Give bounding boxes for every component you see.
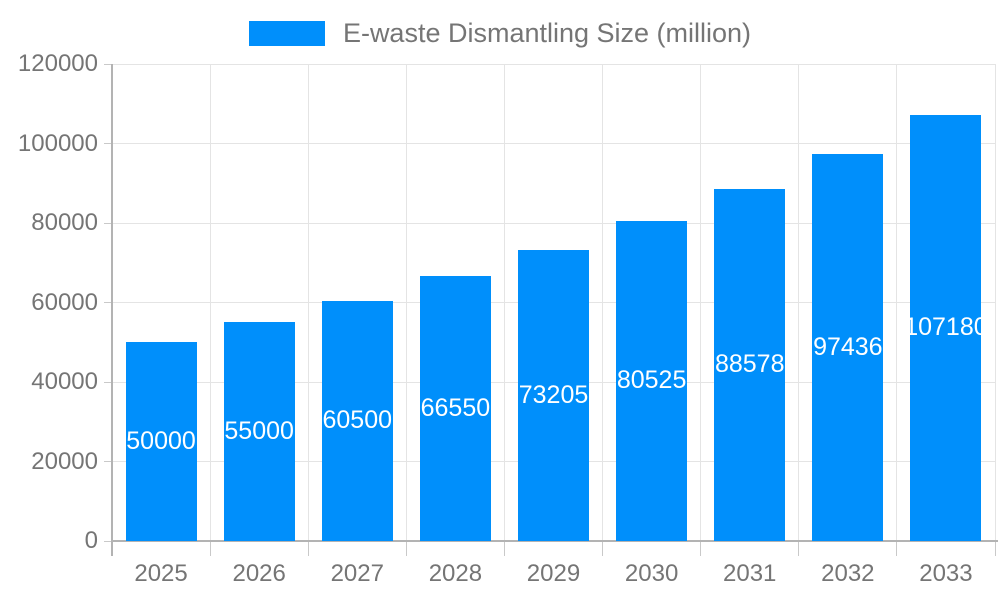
y-axis-label: 80000	[31, 209, 98, 236]
bar[interactable]	[518, 250, 589, 541]
y-axis-tick	[104, 302, 112, 303]
legend-label: E-waste Dismantling Size (million)	[342, 18, 752, 48]
y-axis-line	[111, 64, 113, 556]
bar[interactable]	[223, 322, 295, 541]
y-axis-tick	[104, 381, 112, 383]
x-gridline	[896, 64, 898, 541]
y-gridline	[112, 143, 995, 144]
x-gridline	[700, 64, 702, 541]
bar[interactable]	[812, 153, 884, 541]
y-axis-tick	[104, 143, 112, 144]
y-axis-tick	[104, 540, 112, 542]
y-axis-label: 40000	[31, 368, 98, 395]
bar[interactable]	[714, 188, 786, 541]
y-axis-label: 60000	[31, 288, 98, 316]
y-axis-label: 20000	[31, 447, 98, 475]
x-axis-label: 2026	[232, 560, 286, 587]
bar[interactable]	[125, 342, 197, 541]
x-gridline	[798, 64, 800, 541]
x-axis-label: 2031	[723, 560, 777, 587]
bar[interactable]	[616, 220, 688, 541]
x-axis-line	[112, 540, 998, 542]
bar[interactable]	[321, 300, 393, 541]
x-gridline	[209, 64, 211, 541]
x-gridline	[405, 64, 407, 541]
y-axis-tick	[104, 461, 112, 462]
x-axis-label: 2032	[821, 560, 875, 587]
bar[interactable]	[419, 276, 491, 541]
x-axis-tick	[798, 541, 800, 556]
y-axis-tick	[104, 63, 112, 65]
x-axis-tick	[994, 541, 996, 556]
x-axis-label: 2025	[134, 560, 188, 587]
x-axis-label: 2029	[526, 560, 581, 587]
x-axis-label: 2033	[919, 560, 973, 587]
x-gridline	[503, 64, 505, 541]
x-axis-tick	[503, 541, 505, 556]
x-axis-label: 2030	[624, 560, 679, 587]
x-axis-label: 2027	[330, 560, 384, 587]
legend-swatch-icon	[248, 21, 325, 46]
x-axis-tick	[307, 541, 309, 556]
x-gridline	[994, 64, 996, 541]
y-axis-label: 0	[84, 527, 98, 554]
x-axis-label: 2028	[428, 560, 483, 587]
x-gridline	[307, 64, 309, 541]
y-gridline	[112, 222, 995, 224]
y-gridline	[112, 63, 995, 65]
y-axis-tick	[104, 222, 112, 224]
x-axis-tick	[896, 541, 898, 556]
x-gridline	[602, 64, 604, 541]
bar[interactable]	[910, 114, 982, 541]
x-axis-tick	[602, 541, 604, 556]
x-axis-tick	[405, 541, 407, 556]
y-axis-label: 100000	[17, 129, 98, 157]
x-axis-tick	[209, 541, 211, 556]
y-axis-label: 120000	[17, 50, 98, 77]
chart-legend-item[interactable]: E-waste Dismantling Size (million)	[0, 20, 1000, 47]
x-axis-tick	[700, 541, 702, 556]
